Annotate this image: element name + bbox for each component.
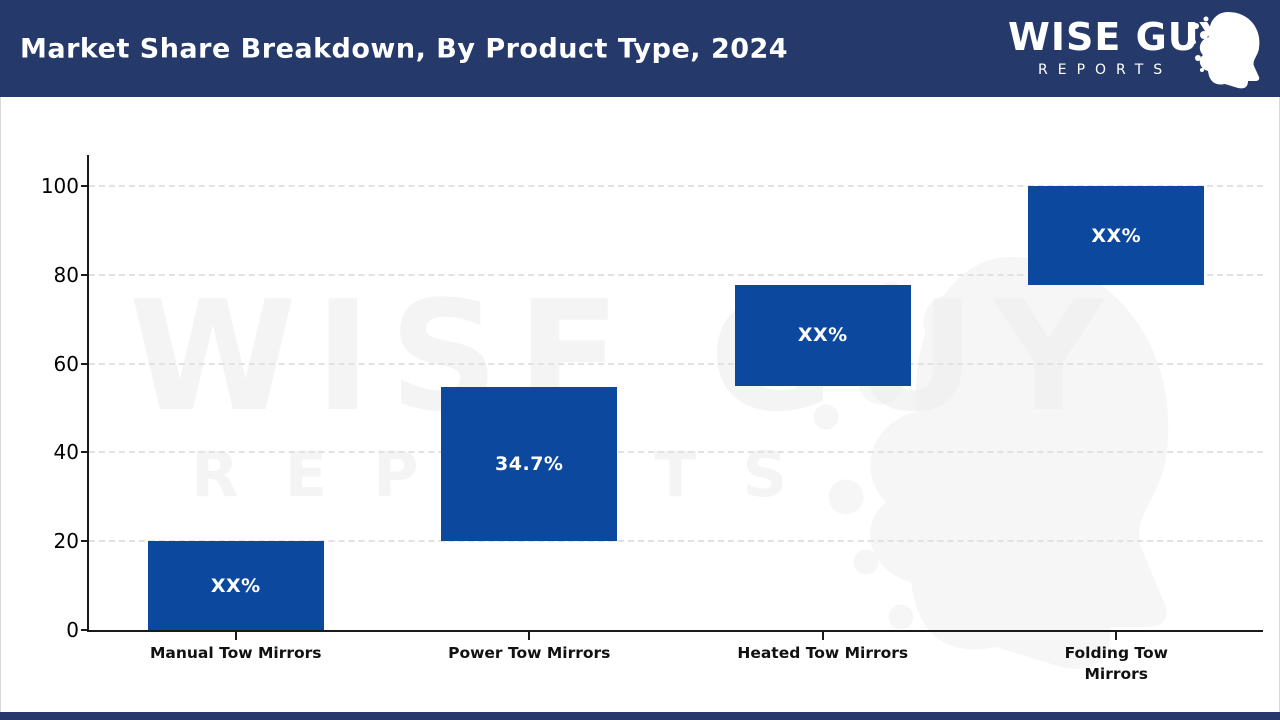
y-tick-label: 100 [40,174,79,198]
x-tick-mark [821,632,824,640]
logo-subtext: REPORTS [1038,62,1172,78]
y-tick-mark [81,362,89,365]
y-axis [87,155,89,632]
bar-segment: 34.7% [441,387,618,542]
chart-area: WISE GUY REPORTS 020406080100XX%34.7%XX%… [0,97,1280,714]
x-axis [87,630,1263,632]
x-category-label: Power Tow Mirrors [448,644,611,662]
logo-text: WISE GUY [1008,15,1228,59]
page-title: Market Share Breakdown, By Product Type,… [20,33,789,64]
wiseguy-logo: WISE GUY REPORTS [1008,12,1260,89]
y-tick-mark [81,185,89,187]
y-tick-label: 0 [66,618,79,642]
y-tick-mark [81,273,89,276]
x-tick-mark [528,632,531,640]
y-tick-label: 20 [53,529,79,554]
gridline [89,185,1263,187]
bar-segment: XX% [734,285,911,386]
x-tick-mark [1115,632,1118,640]
gridline [89,540,1263,543]
bar-value-label: XX% [1091,224,1142,247]
y-tick-mark [81,540,89,543]
bar-value-label: 34.7% [495,453,564,476]
x-category-label: Folding Tow Mirrors [1064,644,1168,683]
bar-value-label: XX% [210,574,261,597]
gridline [89,362,1263,365]
gridline [89,273,1263,276]
header-bar: Market Share Breakdown, By Product Type,… [0,0,1280,97]
logo-face-icon [1192,12,1260,89]
y-tick-mark [81,451,89,454]
bar-segment: XX% [147,541,324,630]
x-category-label: Manual Tow Mirrors [149,644,322,662]
x-tick-mark [234,632,237,640]
y-tick-label: 80 [53,262,79,287]
y-tick-mark [81,629,89,631]
gridline [89,451,1263,454]
footer-bar [0,712,1280,720]
bar-segment: XX% [1028,186,1205,285]
y-tick-label: 40 [53,440,79,465]
x-category-label: Heated Tow Mirrors [737,644,909,662]
bar-value-label: XX% [797,324,848,347]
y-tick-label: 60 [53,351,79,376]
watermark-text: WISE GUY [129,268,1122,445]
